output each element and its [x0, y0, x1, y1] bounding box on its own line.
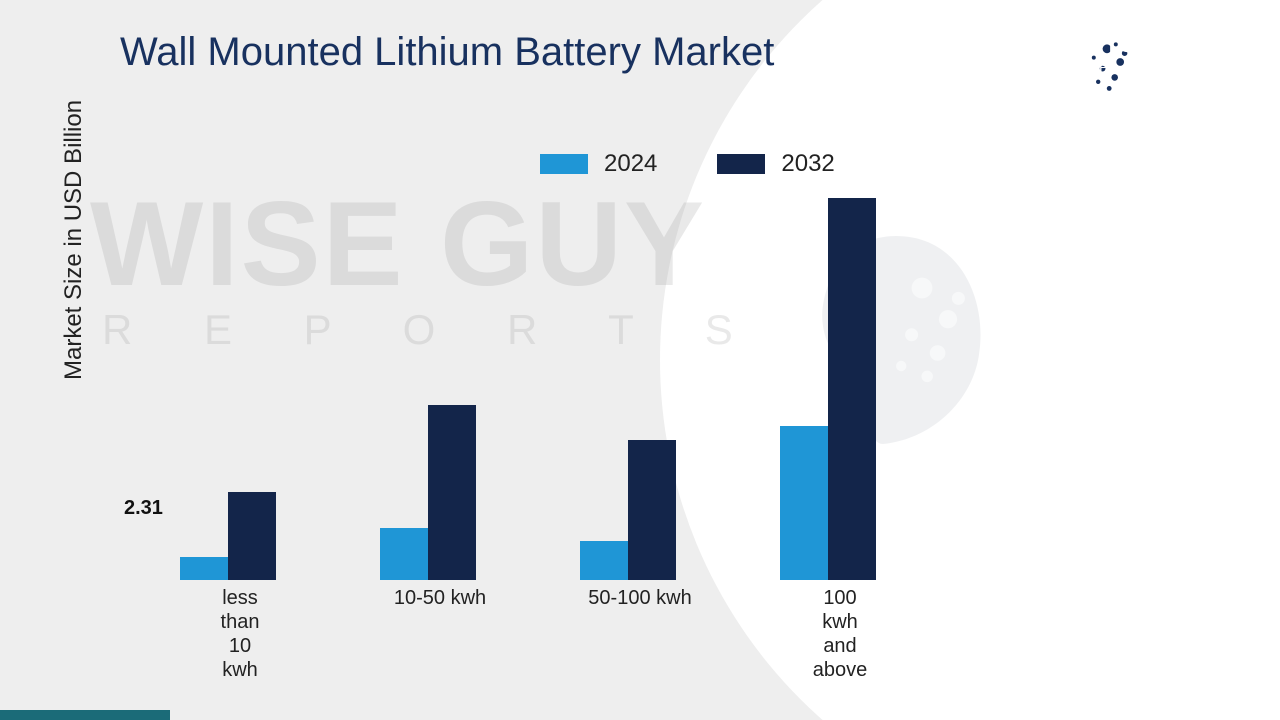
bar-2032 [228, 492, 276, 580]
bar-2024 [780, 426, 828, 580]
category-label: 50-100 kwh [570, 580, 710, 610]
brand-line2: R E P O R T S [1032, 59, 1252, 75]
bar-2032 [628, 440, 676, 580]
legend-swatch-2024 [540, 154, 588, 174]
y-axis-label: Market Size in USD Billion [60, 100, 88, 380]
brand-block: WISE GUY R E P O R T S [1032, 22, 1252, 75]
legend-label-2024: 2024 [604, 150, 657, 178]
plot-area: lessthan10kwh10-50 kwh50-100 kwh100kwhan… [140, 190, 910, 580]
brand-main-b: GUY [1175, 22, 1252, 60]
legend: 2024 2032 [540, 150, 835, 178]
chart-title: Wall Mounted Lithium Battery Market [120, 30, 774, 75]
brand-line1: WISE GUY [1032, 22, 1252, 61]
bar-2032 [828, 198, 876, 580]
data-label: 2.31 [124, 497, 163, 520]
chart-stage: WISE GUY R E P O R T S Wall Mounted Lith… [0, 0, 1280, 720]
bar-2024 [380, 528, 428, 580]
bar-2024 [580, 541, 628, 580]
bar-2024 [180, 557, 228, 580]
legend-item-2024: 2024 [540, 150, 657, 178]
category-label: 100kwhandabove [770, 580, 910, 682]
legend-label-2032: 2032 [781, 150, 834, 178]
legend-swatch-2032 [717, 154, 765, 174]
legend-item-2032: 2032 [717, 150, 834, 178]
category-label: lessthan10kwh [170, 580, 310, 682]
footer-accent-bar [0, 710, 170, 720]
bar-2032 [428, 405, 476, 581]
category-label: 10-50 kwh [370, 580, 510, 610]
brand-main-a: WISE [1074, 22, 1165, 60]
